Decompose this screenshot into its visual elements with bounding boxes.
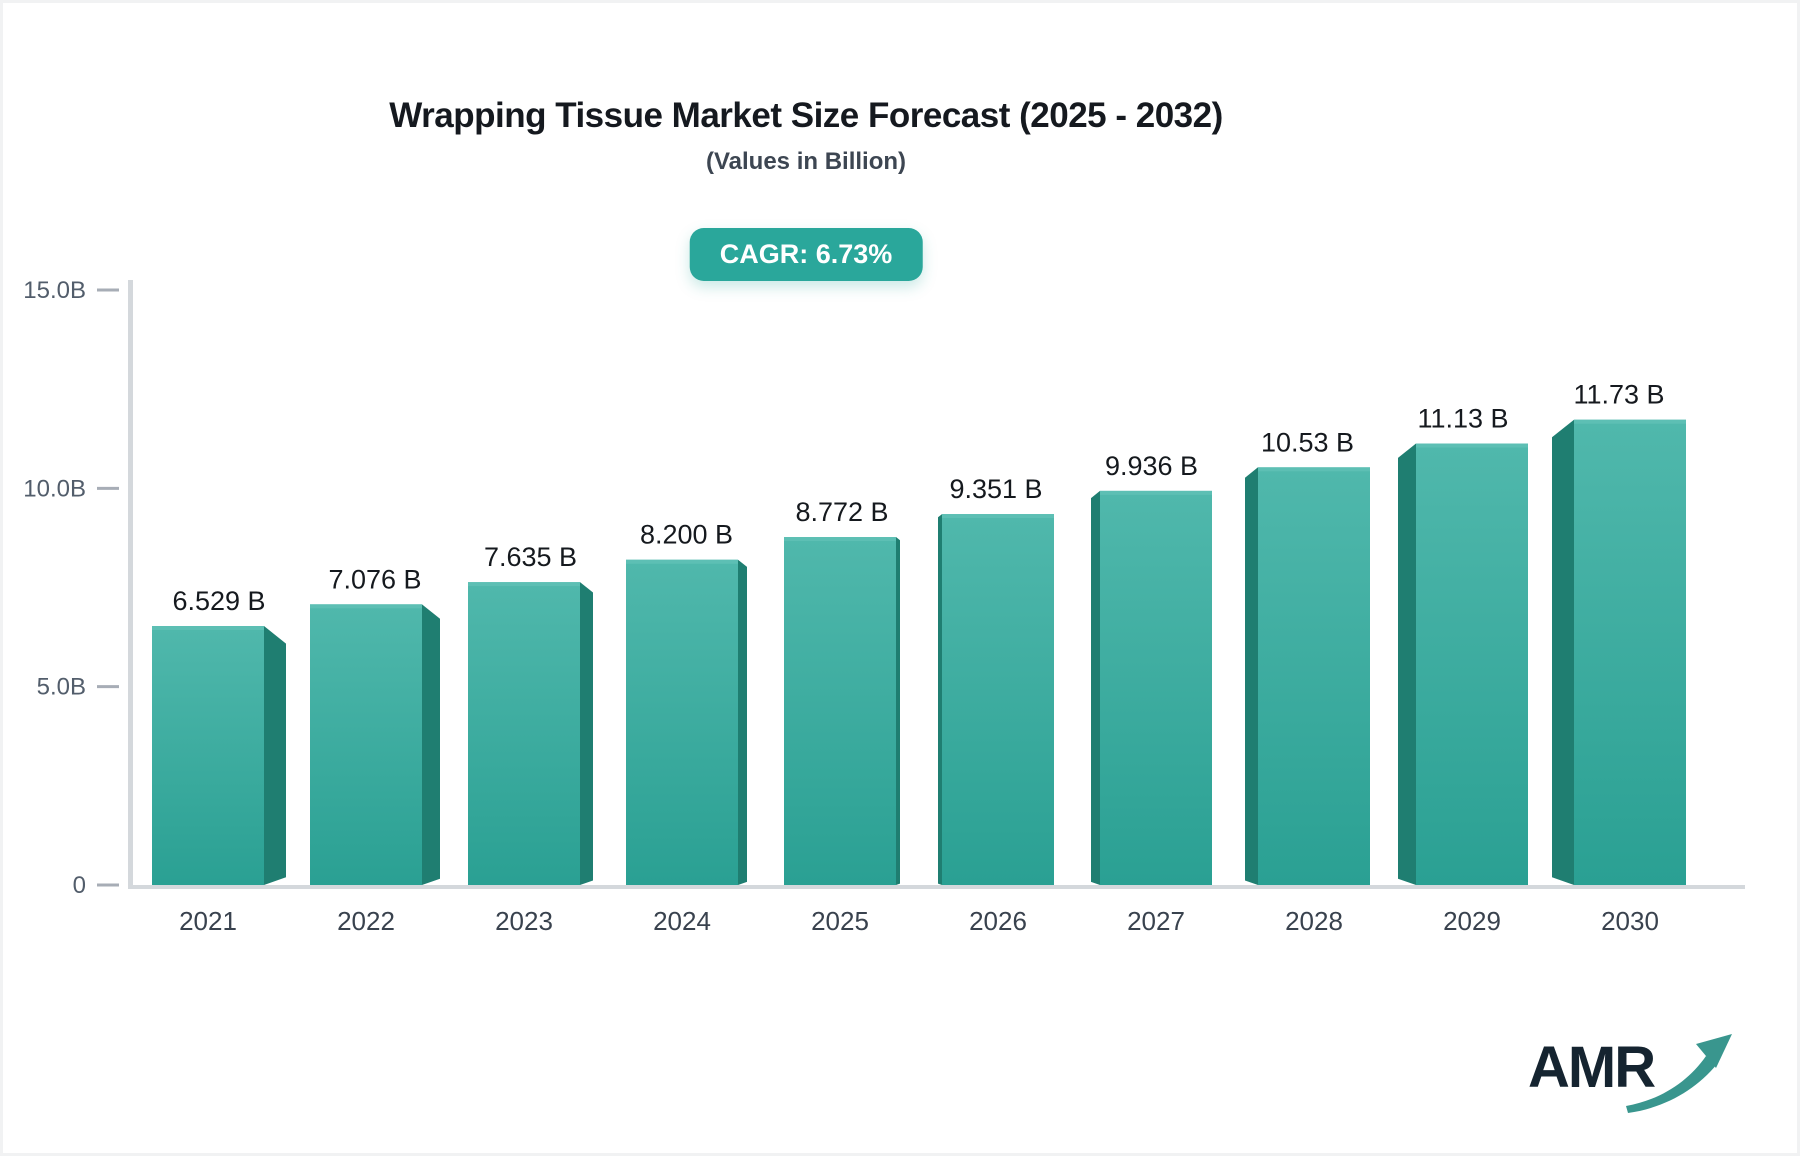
- bar-top-edge: [1416, 443, 1528, 448]
- bar-side-face: [264, 626, 286, 885]
- bar-top-edge: [626, 559, 738, 564]
- x-tick-label: 2026: [969, 906, 1027, 936]
- bar-top-edge: [942, 514, 1054, 519]
- x-tick-label: 2027: [1127, 906, 1185, 936]
- bar-value-label: 7.635 B: [484, 542, 577, 572]
- bar-side-face: [738, 559, 747, 885]
- bar-value-label: 8.772 B: [795, 497, 888, 527]
- bar-side-face: [896, 537, 900, 885]
- bar-2021: 6.529 B 2021: [152, 586, 286, 936]
- y-tick-label: 15.0B: [23, 277, 86, 304]
- bar-value-label: 7.076 B: [328, 564, 421, 594]
- bar-front-face: [784, 537, 896, 885]
- bar-2024: 8.200 B 2024: [626, 520, 747, 936]
- bar-side-face: [938, 514, 942, 885]
- bar-top-edge: [1574, 419, 1686, 424]
- bar-2028: 10.53 B 2028: [1245, 427, 1370, 936]
- x-tick-label: 2021: [179, 906, 237, 936]
- bar-value-label: 9.351 B: [949, 474, 1042, 504]
- bar-value-label: 11.73 B: [1573, 380, 1664, 410]
- logo-text: AMR: [1528, 1035, 1656, 1100]
- bar-top-edge: [310, 604, 422, 609]
- bar-2026: 9.351 B 2026: [938, 474, 1054, 936]
- bar-front-face: [942, 514, 1054, 885]
- bar-value-label: 8.200 B: [640, 520, 733, 550]
- x-tick-label: 2025: [811, 906, 869, 936]
- bar-front-face: [1574, 419, 1686, 885]
- bar-2023: 7.635 B 2023: [468, 542, 593, 936]
- bar-front-face: [152, 626, 264, 885]
- x-tick-label: 2022: [337, 906, 395, 936]
- page-title: Wrapping Tissue Market Size Forecast (20…: [389, 96, 1223, 135]
- bar-2022: 7.076 B 2022: [310, 564, 440, 936]
- bar-front-face: [626, 559, 738, 885]
- bar-side-face: [422, 604, 440, 885]
- chart-subtitle: (Values in Billion): [705, 148, 907, 175]
- growth-arrow-icon: [1626, 1034, 1732, 1113]
- bar-front-face: [1258, 467, 1370, 885]
- bar-top-edge: [1258, 467, 1370, 472]
- bar-side-face: [580, 582, 593, 885]
- x-tick-label: 2030: [1601, 906, 1659, 936]
- x-tick-label: 2024: [653, 906, 711, 936]
- bar-front-face: [468, 582, 580, 885]
- bar-side-face: [1552, 419, 1574, 885]
- bar-2030: 11.73 B 2030: [1552, 380, 1686, 936]
- y-tick-label: 10.0B: [23, 475, 86, 502]
- bar-2025: 8.772 B 2025: [784, 497, 900, 936]
- bar-value-label: 10.53 B: [1261, 427, 1354, 457]
- x-tick-label: 2029: [1443, 906, 1501, 936]
- bar-front-face: [1100, 490, 1212, 885]
- bar-top-edge: [784, 537, 896, 542]
- bar-2027: 9.936 B 2027: [1091, 451, 1212, 936]
- x-tick-label: 2023: [495, 906, 553, 936]
- bar-value-label: 11.13 B: [1417, 404, 1508, 434]
- amr-logo: AMR: [1528, 1026, 1732, 1116]
- bar-side-face: [1091, 490, 1100, 885]
- y-tick-label: 0: [73, 872, 86, 899]
- y-tick-label: 5.0B: [37, 674, 86, 701]
- bar-side-face: [1245, 467, 1258, 885]
- bar-value-label: 9.936 B: [1105, 451, 1198, 481]
- bar-top-edge: [1100, 490, 1212, 495]
- bar-side-face: [1398, 443, 1416, 885]
- bar-top-edge: [468, 582, 580, 587]
- cagr-badge: CAGR: 6.73%: [689, 228, 923, 281]
- bar-front-face: [310, 604, 422, 885]
- bar-2029: 11.13 B 2029: [1398, 404, 1528, 936]
- bar-top-edge: [152, 626, 264, 631]
- bar-value-label: 6.529 B: [172, 586, 265, 616]
- bar-front-face: [1416, 443, 1528, 885]
- x-tick-label: 2028: [1285, 906, 1343, 936]
